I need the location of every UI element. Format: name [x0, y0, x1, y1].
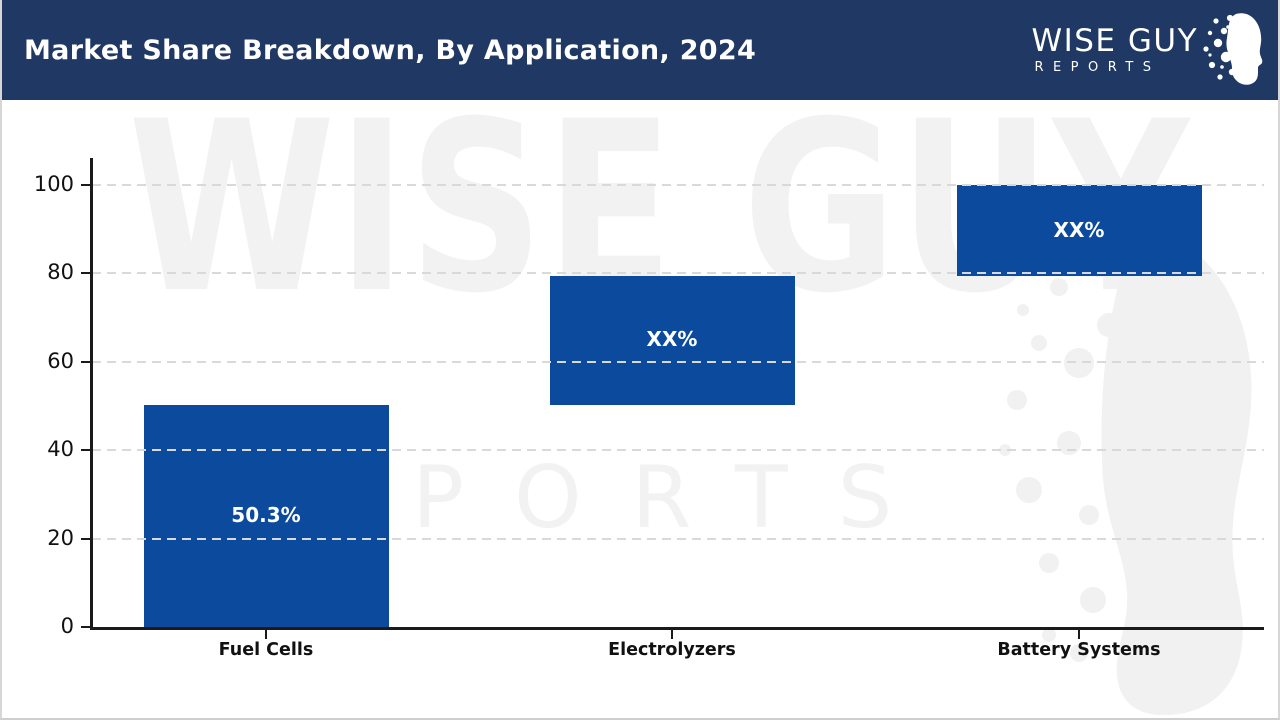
logo-wordmark-line2: REPORTS — [1034, 60, 1161, 76]
x-tick-mark — [671, 630, 673, 639]
logo-wordmark: WISE GUY REPORTS — [1031, 25, 1198, 76]
x-category-label: Battery Systems — [997, 640, 1161, 660]
x-tick-mark — [265, 630, 267, 639]
waterfall-bar — [143, 404, 389, 627]
y-tick-label: 0 — [60, 614, 74, 638]
y-tick-label: 60 — [47, 348, 74, 373]
x-category-label: Electrolyzers — [608, 640, 736, 660]
gridline — [92, 537, 1264, 540]
y-tick-label: 20 — [47, 525, 74, 550]
waterfall-bar — [956, 185, 1202, 277]
logo-wordmark-line1: WISE GUY — [1031, 22, 1198, 59]
y-tick-mark — [81, 449, 90, 452]
y-axis — [90, 158, 93, 629]
gridline — [92, 272, 1264, 275]
gridline — [92, 360, 1264, 363]
y-tick-label: 80 — [47, 260, 74, 285]
gridline — [92, 184, 1264, 186]
logo-face-icon — [1203, 13, 1263, 85]
y-tick-mark — [81, 272, 90, 275]
bar-value-label: 50.3% — [231, 502, 301, 527]
y-tick-mark — [81, 184, 90, 186]
y-tick-mark — [81, 537, 90, 540]
chart-area: WISE GUY REPORTS 50.3% Fuel Cells XX% Elect… — [2, 100, 1280, 718]
y-tick-mark — [81, 626, 90, 628]
header-bar: Market Share Breakdown, By Application, … — [2, 0, 1278, 100]
chart-title: Market Share Breakdown, By Application, … — [24, 34, 757, 66]
wiseguy-logo: WISE GUY REPORTS — [1031, 9, 1264, 91]
y-tick-mark — [81, 360, 90, 363]
y-tick-label: 40 — [47, 437, 74, 462]
waterfall-bar — [549, 276, 795, 405]
x-category-label: Fuel Cells — [218, 640, 314, 660]
x-axis — [90, 627, 1264, 630]
watermark-face-icon — [999, 225, 1252, 715]
bar-value-label: XX% — [646, 327, 698, 352]
x-tick-mark — [1078, 630, 1080, 639]
gridline — [92, 449, 1264, 452]
bar-value-label: XX% — [1053, 217, 1105, 242]
y-tick-label: 100 — [33, 172, 74, 196]
